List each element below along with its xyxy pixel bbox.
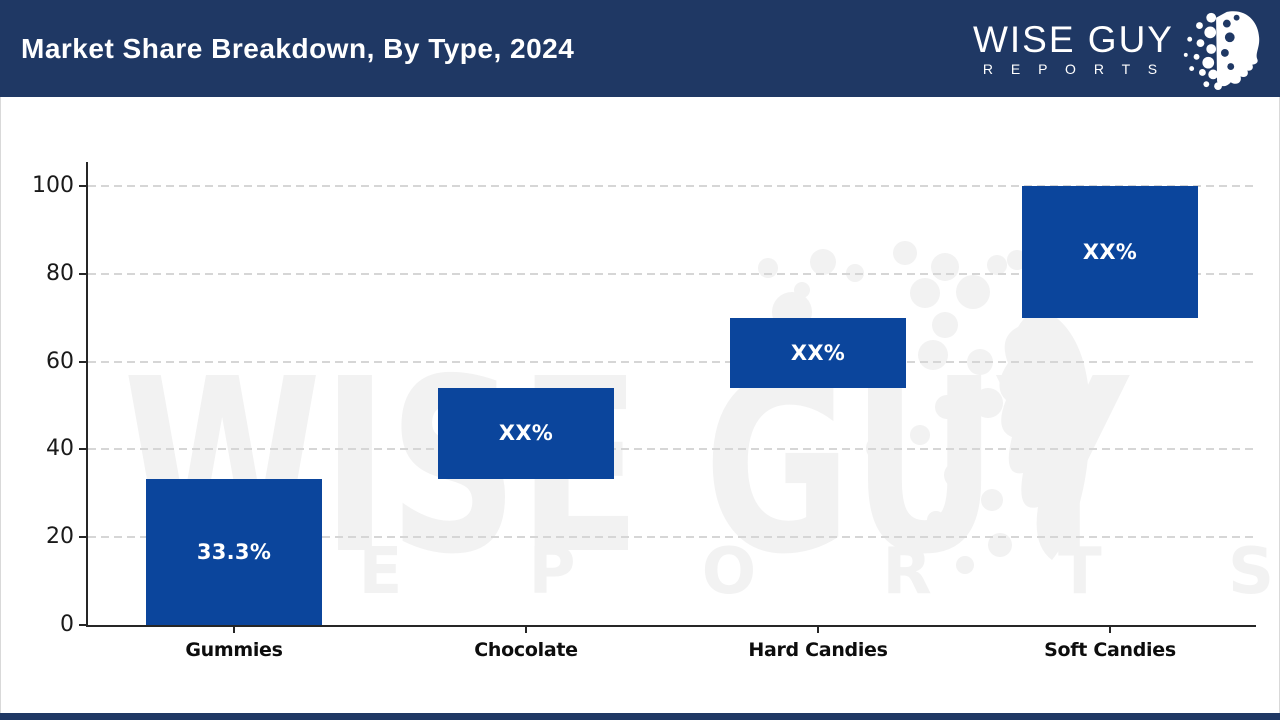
watermark-text-line1: WISE GUY xyxy=(123,327,1129,607)
footer-band xyxy=(0,713,1280,720)
header-band: Market Share Breakdown, By Type, 2024 WI… xyxy=(0,0,1280,97)
logo-subtitle: R E P O R T S xyxy=(982,61,1165,77)
wiseguy-logo: WISE GUY R E P O R T S xyxy=(973,6,1264,92)
wiseguy-head-icon xyxy=(1183,10,1260,90)
watermark-text-line2: R E P O R T S xyxy=(183,535,1280,609)
chart-canvas: WISE GUY R E P O R T S xyxy=(0,97,1280,713)
logo-wordmark: WISE GUY xyxy=(972,19,1174,60)
page-title: Market Share Breakdown, By Type, 2024 xyxy=(21,32,575,64)
